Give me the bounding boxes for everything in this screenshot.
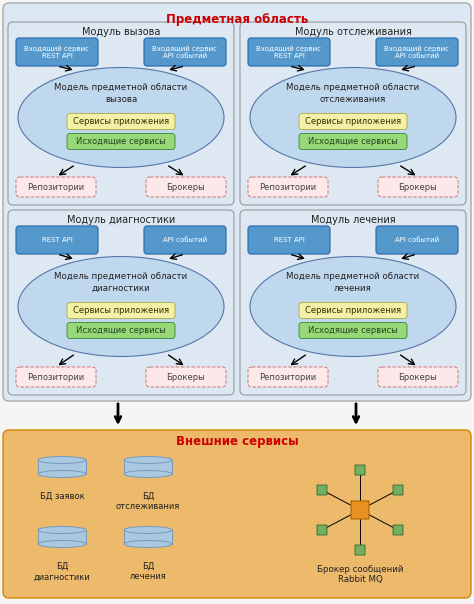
- Text: Входящий сервис
REST API: Входящий сервис REST API: [25, 45, 90, 59]
- Text: БД
отслеживания: БД отслеживания: [116, 492, 180, 512]
- FancyBboxPatch shape: [16, 38, 98, 66]
- Text: Брокеры: Брокеры: [399, 182, 438, 191]
- FancyBboxPatch shape: [3, 430, 471, 598]
- Ellipse shape: [38, 457, 86, 463]
- Text: Модуль диагностики: Модуль диагностики: [67, 215, 175, 225]
- Text: Предметная область: Предметная область: [166, 13, 308, 26]
- FancyBboxPatch shape: [248, 177, 328, 197]
- Text: БД
диагностики: БД диагностики: [34, 562, 91, 582]
- Ellipse shape: [18, 257, 224, 356]
- Text: Брокеры: Брокеры: [167, 182, 205, 191]
- FancyBboxPatch shape: [248, 367, 328, 387]
- FancyBboxPatch shape: [355, 545, 365, 555]
- FancyBboxPatch shape: [376, 226, 458, 254]
- Ellipse shape: [38, 541, 86, 547]
- Ellipse shape: [250, 68, 456, 167]
- FancyBboxPatch shape: [16, 367, 96, 387]
- Text: Модуль отслеживания: Модуль отслеживания: [294, 27, 411, 37]
- Text: API событий: API событий: [395, 237, 439, 243]
- FancyBboxPatch shape: [16, 177, 96, 197]
- FancyBboxPatch shape: [146, 367, 226, 387]
- Ellipse shape: [124, 471, 172, 478]
- Text: Репозитории: Репозитории: [27, 373, 84, 382]
- FancyBboxPatch shape: [351, 501, 369, 519]
- FancyBboxPatch shape: [355, 465, 365, 475]
- Text: Внешние сервисы: Внешние сервисы: [176, 435, 298, 448]
- FancyBboxPatch shape: [67, 114, 175, 129]
- Text: API событий: API событий: [163, 237, 207, 243]
- Text: Модуль вызова: Модуль вызова: [82, 27, 160, 37]
- Text: Сервисы приложения: Сервисы приложения: [73, 117, 169, 126]
- FancyBboxPatch shape: [317, 485, 327, 495]
- Text: Сервисы приложения: Сервисы приложения: [73, 306, 169, 315]
- Text: Брокеры: Брокеры: [399, 373, 438, 382]
- FancyBboxPatch shape: [393, 525, 403, 535]
- FancyBboxPatch shape: [124, 460, 172, 474]
- FancyBboxPatch shape: [317, 525, 327, 535]
- Text: Исходящие сервисы: Исходящие сервисы: [76, 137, 166, 146]
- Ellipse shape: [124, 541, 172, 547]
- Text: Модель предметной области
вызова: Модель предметной области вызова: [55, 83, 188, 103]
- FancyBboxPatch shape: [248, 226, 330, 254]
- Text: Сервисы приложения: Сервисы приложения: [305, 306, 401, 315]
- FancyBboxPatch shape: [16, 226, 98, 254]
- Ellipse shape: [18, 68, 224, 167]
- FancyBboxPatch shape: [376, 38, 458, 66]
- FancyBboxPatch shape: [240, 210, 466, 395]
- FancyBboxPatch shape: [299, 323, 407, 338]
- FancyBboxPatch shape: [299, 114, 407, 129]
- FancyBboxPatch shape: [146, 177, 226, 197]
- Text: Модель предметной области
лечения: Модель предметной области лечения: [286, 272, 419, 292]
- Text: Исходящие сервисы: Исходящие сервисы: [308, 326, 398, 335]
- Ellipse shape: [250, 257, 456, 356]
- Text: Входящий сервис
API событий: Входящий сервис API событий: [153, 45, 218, 59]
- Text: БД заявок: БД заявок: [40, 492, 84, 501]
- Text: REST API: REST API: [273, 237, 304, 243]
- FancyBboxPatch shape: [67, 133, 175, 150]
- FancyBboxPatch shape: [3, 3, 471, 401]
- Text: Модуль лечения: Модуль лечения: [310, 215, 395, 225]
- Text: Исходящие сервисы: Исходящие сервисы: [76, 326, 166, 335]
- Text: БД
лечения: БД лечения: [129, 562, 166, 582]
- Text: Модель предметной области
диагностики: Модель предметной области диагностики: [55, 272, 188, 292]
- Text: Сервисы приложения: Сервисы приложения: [305, 117, 401, 126]
- Ellipse shape: [38, 527, 86, 533]
- Text: Исходящие сервисы: Исходящие сервисы: [308, 137, 398, 146]
- Text: Репозитории: Репозитории: [27, 182, 84, 191]
- Text: Репозитории: Репозитории: [259, 373, 317, 382]
- FancyBboxPatch shape: [38, 530, 86, 544]
- FancyBboxPatch shape: [144, 38, 226, 66]
- FancyBboxPatch shape: [378, 367, 458, 387]
- FancyBboxPatch shape: [8, 22, 234, 205]
- FancyBboxPatch shape: [144, 226, 226, 254]
- Text: Входящий сервис
REST API: Входящий сервис REST API: [256, 45, 321, 59]
- FancyBboxPatch shape: [240, 22, 466, 205]
- FancyBboxPatch shape: [67, 323, 175, 338]
- FancyBboxPatch shape: [38, 460, 86, 474]
- Text: REST API: REST API: [42, 237, 73, 243]
- Ellipse shape: [124, 457, 172, 463]
- Text: Репозитории: Репозитории: [259, 182, 317, 191]
- Text: Входящий сервис
API событий: Входящий сервис API событий: [384, 45, 449, 59]
- FancyBboxPatch shape: [248, 38, 330, 66]
- FancyBboxPatch shape: [124, 530, 172, 544]
- Text: Брокер сообщений
Rabbit MQ: Брокер сообщений Rabbit MQ: [317, 565, 403, 585]
- FancyBboxPatch shape: [8, 210, 234, 395]
- Text: Брокеры: Брокеры: [167, 373, 205, 382]
- FancyBboxPatch shape: [393, 485, 403, 495]
- FancyBboxPatch shape: [378, 177, 458, 197]
- Ellipse shape: [124, 527, 172, 533]
- Text: Модель предметной области
отслеживания: Модель предметной области отслеживания: [286, 83, 419, 103]
- FancyBboxPatch shape: [299, 133, 407, 150]
- FancyBboxPatch shape: [67, 303, 175, 318]
- FancyBboxPatch shape: [299, 303, 407, 318]
- Ellipse shape: [38, 471, 86, 478]
